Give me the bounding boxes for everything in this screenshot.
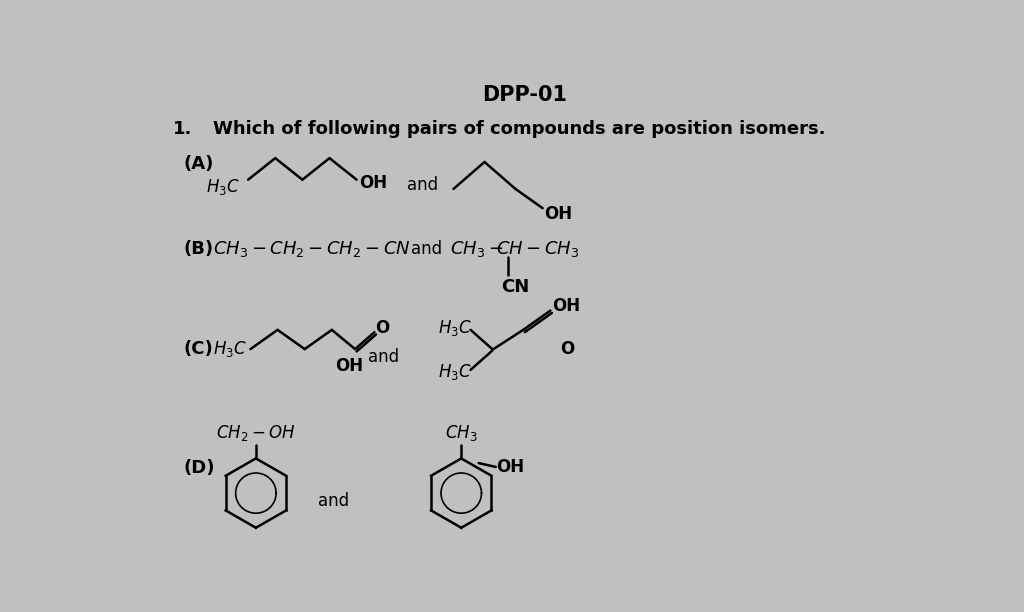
Text: OH: OH	[359, 174, 387, 192]
Text: CN: CN	[502, 278, 529, 296]
Text: OH: OH	[552, 297, 580, 315]
Text: $H_3C$: $H_3C$	[438, 362, 472, 382]
Text: $H_3C$: $H_3C$	[213, 339, 247, 359]
Text: $H_3C$: $H_3C$	[438, 318, 472, 338]
Text: OH: OH	[544, 204, 572, 223]
Text: and: and	[407, 176, 438, 194]
Text: OH: OH	[335, 357, 362, 375]
Text: and: and	[317, 492, 349, 510]
Text: $CH_3-CH_2-CH_2-CN$: $CH_3-CH_2-CH_2-CN$	[213, 239, 411, 259]
Text: and: and	[369, 348, 399, 366]
Text: O: O	[560, 340, 574, 358]
Text: O: O	[375, 318, 389, 337]
Text: $H_3C$: $H_3C$	[206, 177, 240, 198]
Text: $CH-CH_3$: $CH-CH_3$	[496, 239, 580, 259]
Text: 1.: 1.	[173, 120, 193, 138]
Text: and: and	[411, 240, 442, 258]
Text: (A): (A)	[183, 155, 214, 173]
Text: Which of following pairs of compounds are position isomers.: Which of following pairs of compounds ar…	[213, 120, 825, 138]
Text: $CH_3$: $CH_3$	[445, 423, 477, 443]
Text: (B): (B)	[183, 240, 214, 258]
Text: (C): (C)	[183, 340, 214, 358]
Text: OH: OH	[497, 458, 524, 476]
Text: (D): (D)	[183, 458, 215, 477]
Text: $CH_2-OH$: $CH_2-OH$	[216, 423, 296, 443]
Text: $CH_3-$: $CH_3-$	[450, 239, 503, 259]
Text: DPP-01: DPP-01	[482, 85, 567, 105]
